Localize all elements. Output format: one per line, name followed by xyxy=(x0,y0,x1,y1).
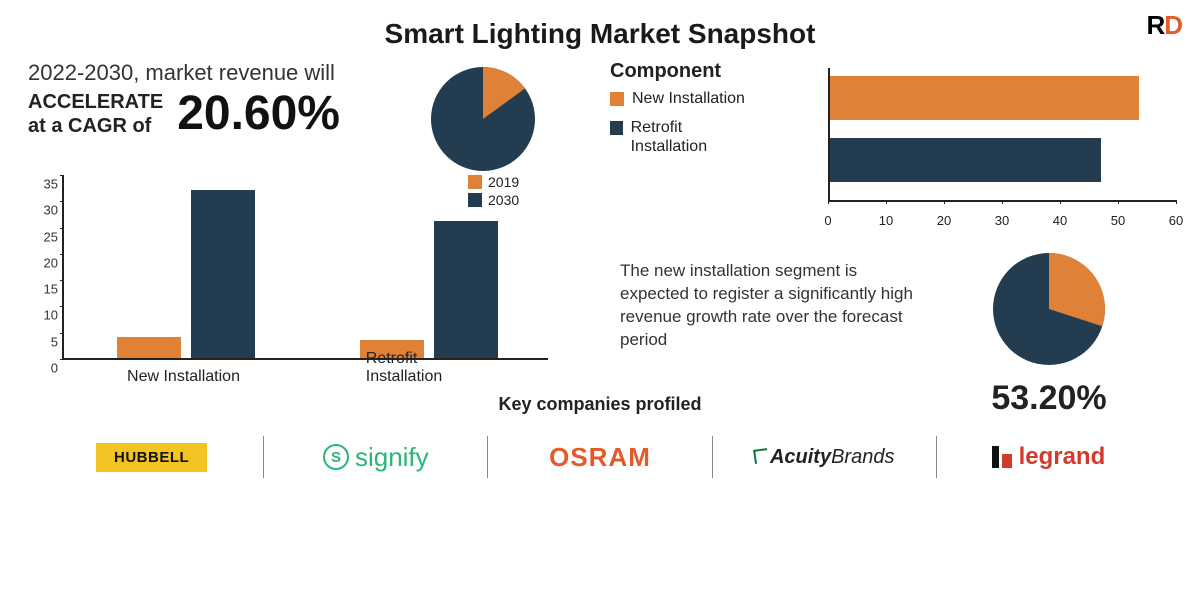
x-category-label: New Installation xyxy=(127,368,240,386)
y-tick-mark xyxy=(60,280,64,281)
grouped-bar-chart: 0 5 10 15 20 25 30 35 New Installation Retrofit I… xyxy=(28,176,548,386)
company-hubbell: HUBBELL xyxy=(40,433,263,481)
page-title: Smart Lighting Market Snapshot xyxy=(0,0,1200,50)
company-acuity: AcuityBrands xyxy=(713,433,936,481)
x-tick-mark xyxy=(1176,200,1177,204)
y-tick-mark xyxy=(60,175,64,176)
left-panel: 2022-2030, market revenue will ACCELERAT… xyxy=(28,60,590,386)
pie-chart-share: 53.20% xyxy=(990,250,1108,418)
x-tick-label: 20 xyxy=(937,213,951,228)
hubbell-logo: HUBBELL xyxy=(96,443,207,472)
x-tick-mark xyxy=(1060,200,1061,204)
x-tick-mark xyxy=(1002,200,1003,204)
y-tick-mark xyxy=(60,359,64,360)
cagr-value: 20.60% xyxy=(177,90,340,138)
acuity-bold: Acuity xyxy=(770,446,831,468)
company-legrand: legrand xyxy=(937,433,1160,481)
y-tick-label: 30 xyxy=(28,203,58,218)
share-percentage: 53.20% xyxy=(990,379,1108,418)
legrand-text: legrand xyxy=(1019,443,1106,471)
hbar-plot-area xyxy=(828,68,1176,202)
x-tick-label: 60 xyxy=(1169,213,1183,228)
legrand-mark-icon xyxy=(992,446,1015,468)
y-tick-mark xyxy=(60,306,64,307)
acuity-thin: Brands xyxy=(831,446,894,468)
y-tick-label: 10 xyxy=(28,308,58,323)
company-osram: OSRAM xyxy=(488,433,711,481)
x-tick-mark xyxy=(1118,200,1119,204)
right-panel: Component New InstallationRetrofit Insta… xyxy=(610,60,1172,386)
hbar xyxy=(830,76,1139,120)
legrand-logo: legrand xyxy=(992,443,1106,471)
logo-d: D xyxy=(1164,10,1182,40)
legend-label: Retrofit Installation xyxy=(631,118,750,156)
x-tick-mark xyxy=(886,200,887,204)
component-legend-item: New Installation xyxy=(610,89,750,108)
component-legend-item: Retrofit Installation xyxy=(610,118,750,156)
y-tick-label: 15 xyxy=(28,282,58,297)
bar xyxy=(117,337,181,358)
horizontal-bar-chart: 0 10 20 30 40 50 60 xyxy=(810,68,1180,228)
x-tick-label: 50 xyxy=(1111,213,1125,228)
pie1-svg xyxy=(428,64,538,174)
legend-swatch xyxy=(610,121,623,135)
y-tick-mark xyxy=(60,201,64,202)
osram-logo: OSRAM xyxy=(549,442,651,473)
legend-label: New Installation xyxy=(632,89,745,108)
y-tick-mark xyxy=(60,254,64,255)
x-tick-mark xyxy=(944,200,945,204)
x-tick-label: 40 xyxy=(1053,213,1067,228)
y-tick-mark xyxy=(60,228,64,229)
company-signify: S signify xyxy=(264,433,487,481)
signify-logo: S signify xyxy=(323,442,429,473)
signify-mark-icon: S xyxy=(323,444,349,470)
x-tick-label: 10 xyxy=(879,213,893,228)
companies-row: HUBBELL S signify OSRAM AcuityBrands leg… xyxy=(0,415,1200,481)
pie-chart-small xyxy=(428,64,538,179)
bar-plot-area xyxy=(62,176,548,360)
y-tick-label: 0 xyxy=(28,361,58,376)
brand-logo: RD xyxy=(1146,10,1182,41)
pie2-svg xyxy=(990,250,1108,368)
y-tick-label: 20 xyxy=(28,255,58,270)
bar xyxy=(434,221,498,358)
accelerate-text: ACCELERATE at a CAGR of xyxy=(28,90,163,138)
y-tick-label: 35 xyxy=(28,177,58,192)
insight-text: The new installation segment is expected… xyxy=(620,260,920,352)
acuity-logo: AcuityBrands xyxy=(754,446,895,469)
hbar xyxy=(830,138,1101,182)
acuity-mark-icon xyxy=(753,448,769,464)
at-cagr-text: at a CAGR of xyxy=(28,114,163,138)
x-tick-mark xyxy=(828,200,829,204)
logo-r: R xyxy=(1146,10,1164,40)
legend-swatch xyxy=(610,92,624,106)
y-tick-label: 5 xyxy=(28,334,58,349)
x-category-label: Retrofit Installation xyxy=(366,350,488,386)
bar xyxy=(191,190,255,358)
content-row: 2022-2030, market revenue will ACCELERAT… xyxy=(0,50,1200,386)
y-tick-label: 25 xyxy=(28,229,58,244)
signify-text: signify xyxy=(355,442,429,473)
accelerate-word: ACCELERATE xyxy=(28,90,163,114)
y-tick-mark xyxy=(60,333,64,334)
x-tick-label: 30 xyxy=(995,213,1009,228)
x-tick-label: 0 xyxy=(824,213,831,228)
